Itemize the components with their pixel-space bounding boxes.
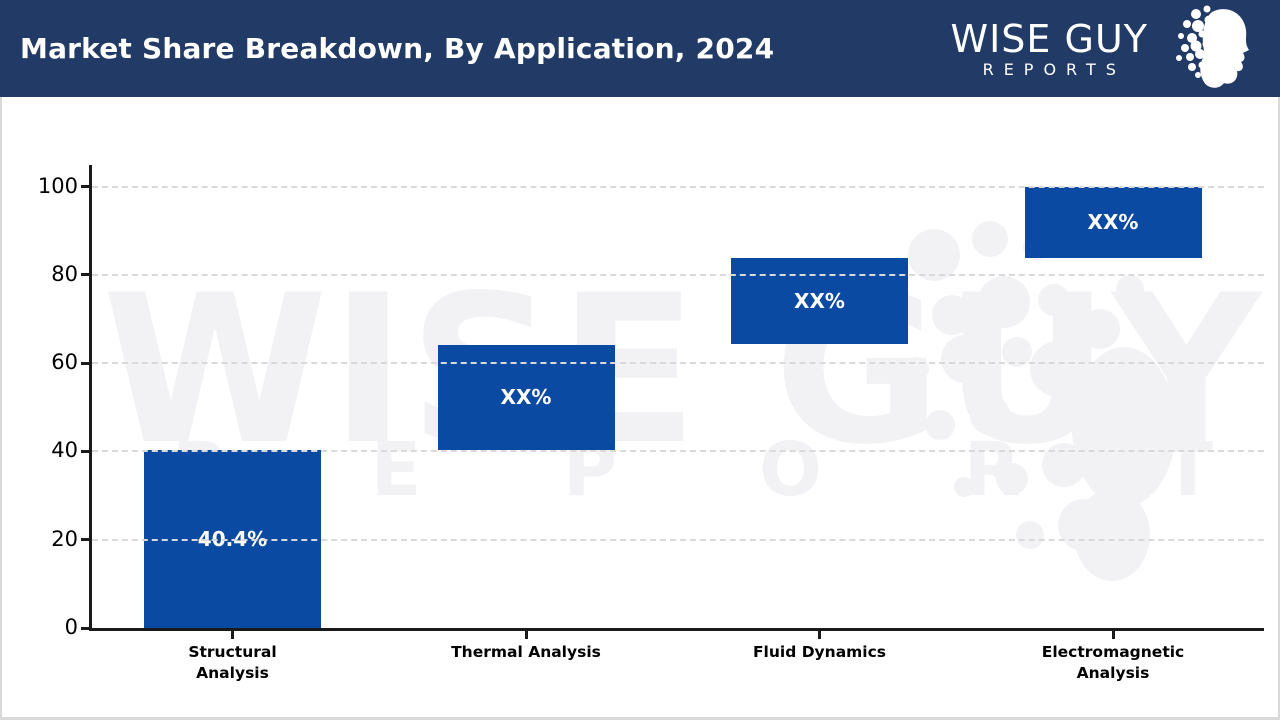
x-axis-category-label: Structural Analysis [188, 643, 277, 682]
bar-value-label: XX% [794, 288, 845, 313]
x-axis-tick [231, 630, 234, 639]
gridline [92, 362, 1264, 365]
brand-subname: REPORTS [982, 59, 1126, 79]
y-axis-tick-label: 0 [64, 615, 78, 639]
gridline [92, 450, 1264, 453]
head-profile-logo-icon [1176, 5, 1249, 88]
y-axis-tick [81, 538, 90, 542]
waterfall-bar: XX% [437, 344, 615, 450]
gridline [92, 185, 1264, 188]
bar-value-label: XX% [1087, 210, 1139, 235]
x-axis-line [88, 628, 1264, 631]
plot-area: WISE GUY R E P O R T S 02040608010040.4%… [0, 97, 1280, 720]
x-axis-tick [524, 630, 528, 639]
x-axis-tick [1111, 630, 1115, 639]
x-axis-category-label: Fluid Dynamics [752, 643, 887, 661]
waterfall-bar: XX% [1024, 186, 1202, 258]
y-axis-tick-label: 80 [51, 261, 78, 286]
y-axis-line [88, 165, 92, 631]
y-axis-tick-label: 60 [51, 350, 78, 375]
brand-name: WISE GUY [950, 16, 1148, 61]
y-axis-tick [81, 273, 90, 277]
y-axis-tick-label: 40 [51, 438, 78, 463]
watermark-head-dots [905, 221, 1176, 581]
bar-value-label: XX% [500, 385, 552, 410]
x-axis-category-label: Thermal Analysis [451, 643, 601, 661]
y-axis-tick-label: 100 [37, 173, 78, 198]
gridline [92, 538, 1264, 541]
waterfall-bar: XX% [731, 257, 908, 345]
y-axis-tick-label: 20 [51, 526, 78, 551]
brand-logo-text: WISE GUY REPORTS [951, 20, 1148, 78]
brand-logo: WISE GUY REPORTS [951, 4, 1252, 94]
page-title: Market Share Breakdown, By Application, … [20, 32, 775, 65]
x-axis-tick [818, 630, 821, 639]
y-axis-tick [81, 185, 90, 188]
y-axis-tick [81, 449, 90, 453]
y-axis-tick [81, 361, 90, 365]
x-axis-category-label: Electromagnetic Analysis [1041, 643, 1185, 682]
gridline [92, 273, 1264, 276]
header-bar: Market Share Breakdown, By Application, … [0, 0, 1280, 97]
y-axis-tick [81, 626, 90, 630]
